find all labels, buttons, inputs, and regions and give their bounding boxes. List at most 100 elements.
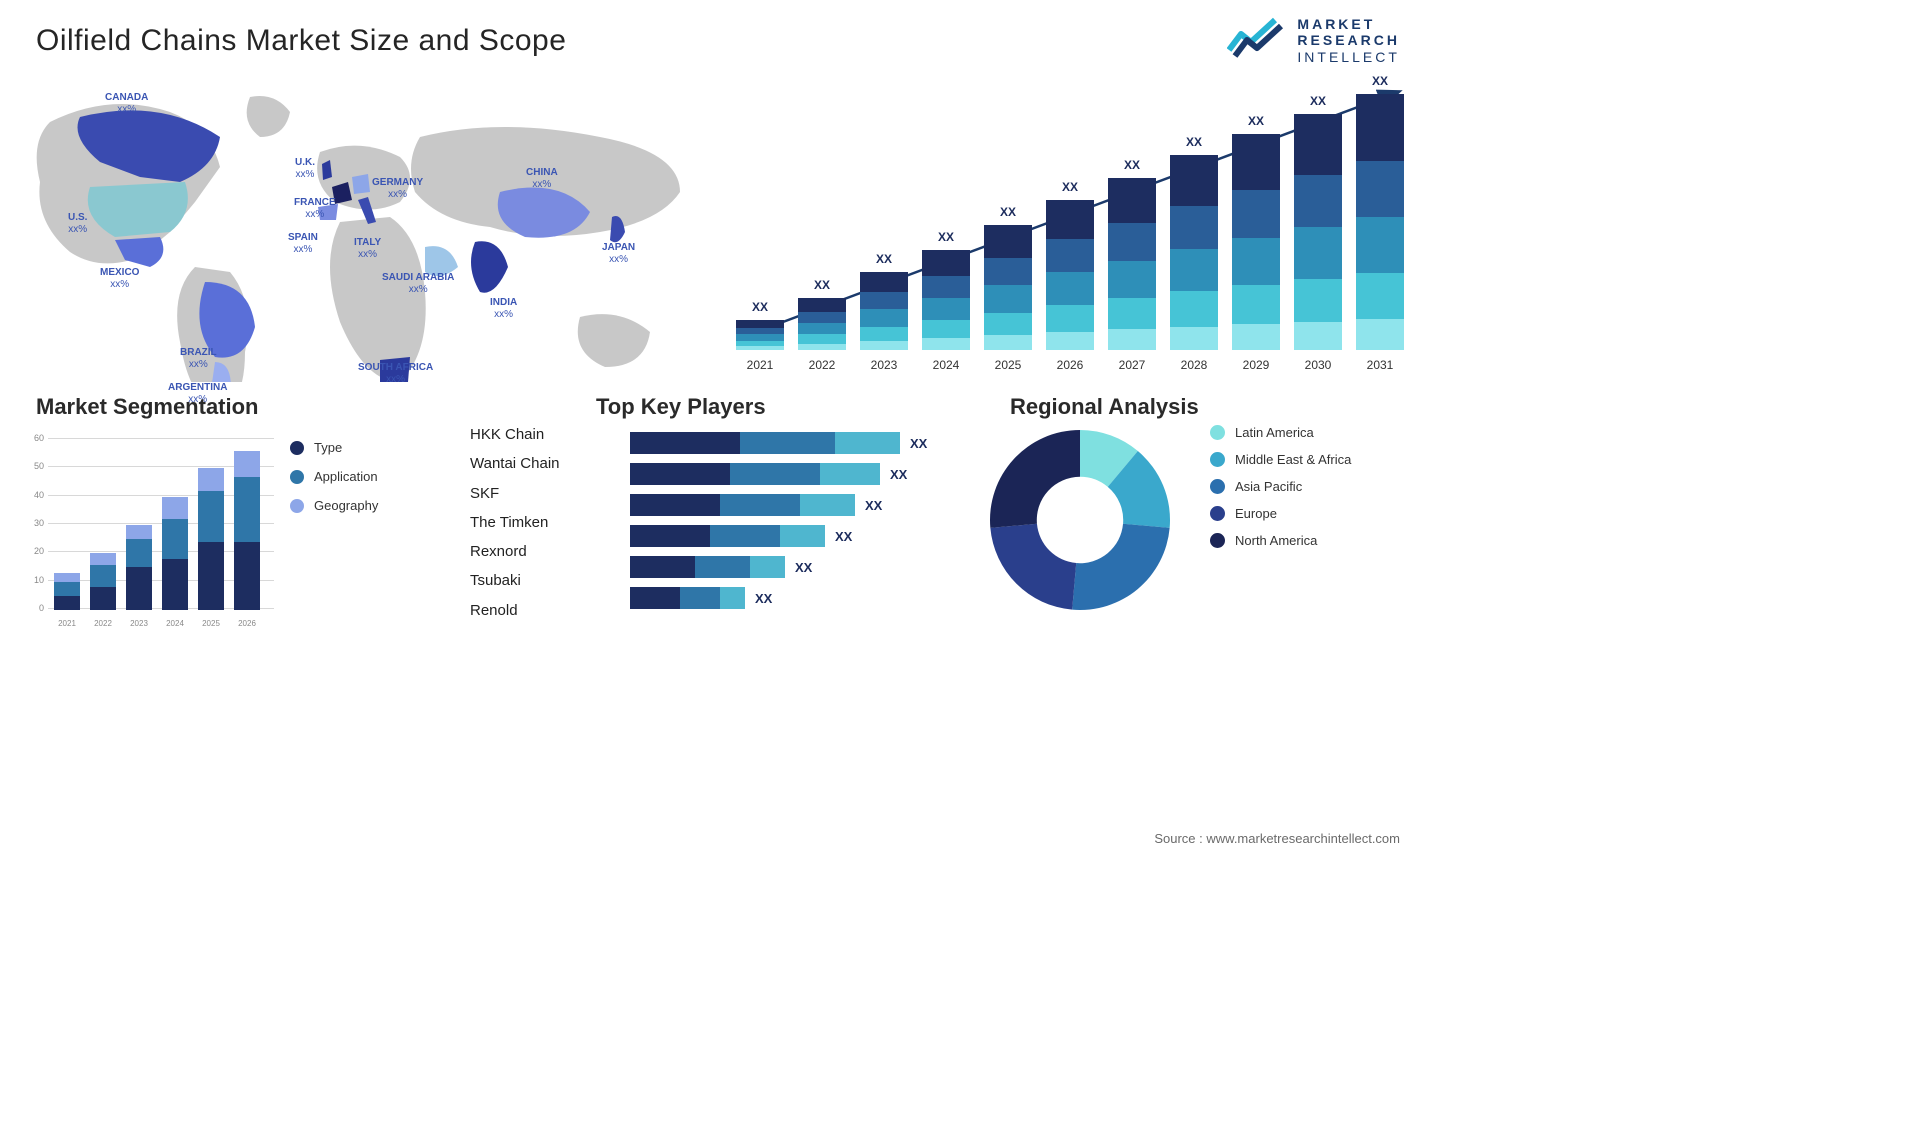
player-name: The Timken	[470, 508, 560, 537]
map-label-mexico: MEXICOxx%	[100, 267, 139, 290]
forecast-bar	[736, 320, 784, 350]
player-bar-row: XX	[630, 554, 940, 580]
segmentation-bar	[198, 468, 224, 610]
regional-donut-chart	[980, 420, 1180, 620]
player-name: Rexnord	[470, 537, 560, 566]
regional-legend-item: Middle East & Africa	[1210, 452, 1351, 467]
segmentation-bar	[126, 525, 152, 610]
segmentation-bar	[162, 497, 188, 610]
forecast-bar	[1046, 200, 1094, 350]
segmentation-bar	[54, 573, 80, 610]
logo-text: MARKET RESEARCH INTELLECT	[1297, 16, 1400, 64]
player-bar-row: XX	[630, 430, 940, 456]
forecast-x-label: 2027	[1108, 358, 1156, 372]
brand-logo: MARKET RESEARCH INTELLECT	[1227, 16, 1400, 65]
seg-x-label: 2024	[162, 619, 188, 628]
map-label-brazil: BRAZILxx%	[180, 347, 217, 370]
legend-dot-icon	[1210, 479, 1225, 494]
segmentation-bar	[234, 451, 260, 610]
donut-slice	[1072, 524, 1170, 610]
forecast-bar-value: XX	[1294, 94, 1342, 108]
forecast-bar	[1294, 114, 1342, 350]
forecast-x-label: 2022	[798, 358, 846, 372]
map-label-italy: ITALYxx%	[354, 237, 381, 260]
segmentation-legend: TypeApplicationGeography	[290, 440, 378, 527]
forecast-bar-value: XX	[736, 300, 784, 314]
page-title: Oilfield Chains Market Size and Scope	[36, 24, 566, 58]
regional-legend-item: Latin America	[1210, 425, 1351, 440]
forecast-x-label: 2023	[860, 358, 908, 372]
world-map-svg	[20, 82, 700, 382]
seg-y-tick: 10	[24, 575, 44, 585]
regional-legend: Latin America Middle East & Africa Asia Pa…	[1210, 425, 1351, 560]
forecast-bar-value: XX	[1232, 114, 1280, 128]
forecast-x-label: 2024	[922, 358, 970, 372]
players-name-list: HKK ChainWantai ChainSKFThe TimkenRexnor…	[470, 420, 560, 625]
players-title: Top Key Players	[596, 394, 766, 420]
seg-y-tick: 40	[24, 490, 44, 500]
seg-x-label: 2023	[126, 619, 152, 628]
forecast-bar-value: XX	[1356, 74, 1404, 88]
regional-title: Regional Analysis	[1010, 394, 1199, 420]
forecast-bar-value: XX	[798, 278, 846, 292]
legend-dot-icon	[1210, 452, 1225, 467]
source-attribution: Source : www.marketresearchintellect.com	[1154, 831, 1400, 846]
forecast-x-label: 2025	[984, 358, 1032, 372]
forecast-bar-value: XX	[984, 205, 1032, 219]
forecast-bar-value: XX	[860, 252, 908, 266]
player-value: XX	[755, 591, 772, 606]
regional-legend-item: Asia Pacific	[1210, 479, 1351, 494]
donut-slice	[990, 524, 1076, 610]
forecast-x-label: 2021	[736, 358, 784, 372]
map-label-south-africa: SOUTH AFRICAxx%	[358, 362, 433, 385]
map-label-china: CHINAxx%	[526, 167, 558, 190]
map-label-u-k-: U.K.xx%	[295, 157, 315, 180]
seg-y-tick: 30	[24, 518, 44, 528]
map-label-germany: GERMANYxx%	[372, 177, 423, 200]
forecast-bar	[922, 250, 970, 350]
player-bar-row: XX	[630, 492, 940, 518]
legend-dot-icon	[290, 470, 304, 484]
player-name: Renold	[470, 596, 560, 625]
segmentation-bar	[90, 553, 116, 610]
player-name: SKF	[470, 479, 560, 508]
segmentation-legend-item: Application	[290, 469, 378, 484]
map-label-japan: JAPANxx%	[602, 242, 635, 265]
map-label-canada: CANADAxx%	[105, 92, 148, 115]
map-label-spain: SPAINxx%	[288, 232, 318, 255]
seg-y-tick: 0	[24, 603, 44, 613]
forecast-bar	[1108, 178, 1156, 350]
legend-dot-icon	[1210, 533, 1225, 548]
forecast-x-label: 2026	[1046, 358, 1094, 372]
legend-dot-icon	[290, 499, 304, 513]
legend-dot-icon	[1210, 425, 1225, 440]
player-value: XX	[795, 560, 812, 575]
legend-dot-icon	[290, 441, 304, 455]
regional-legend-item: Europe	[1210, 506, 1351, 521]
forecast-bar	[984, 225, 1032, 350]
forecast-bar-value: XX	[1108, 158, 1156, 172]
segmentation-legend-item: Type	[290, 440, 378, 455]
player-bar-row: XX	[630, 585, 940, 611]
player-value: XX	[835, 529, 852, 544]
legend-dot-icon	[1210, 506, 1225, 521]
world-map: CANADAxx%U.S.xx%MEXICOxx%BRAZILxx%ARGENT…	[20, 82, 700, 382]
player-bar-row: XX	[630, 523, 940, 549]
forecast-bar	[860, 272, 908, 350]
regional-legend-item: North America	[1210, 533, 1351, 548]
forecast-bar-value: XX	[922, 230, 970, 244]
seg-x-label: 2025	[198, 619, 224, 628]
logo-mark-icon	[1227, 16, 1287, 65]
forecast-bar	[1356, 94, 1404, 350]
seg-y-tick: 20	[24, 546, 44, 556]
segmentation-chart: 0102030405060202120222023202420252026	[24, 428, 274, 628]
forecast-bar	[798, 298, 846, 350]
forecast-x-label: 2030	[1294, 358, 1342, 372]
forecast-bar-value: XX	[1046, 180, 1094, 194]
seg-y-tick: 50	[24, 461, 44, 471]
forecast-bar	[1170, 155, 1218, 350]
forecast-x-label: 2028	[1170, 358, 1218, 372]
donut-slice	[990, 430, 1080, 528]
player-value: XX	[890, 467, 907, 482]
player-name: Tsubaki	[470, 566, 560, 595]
